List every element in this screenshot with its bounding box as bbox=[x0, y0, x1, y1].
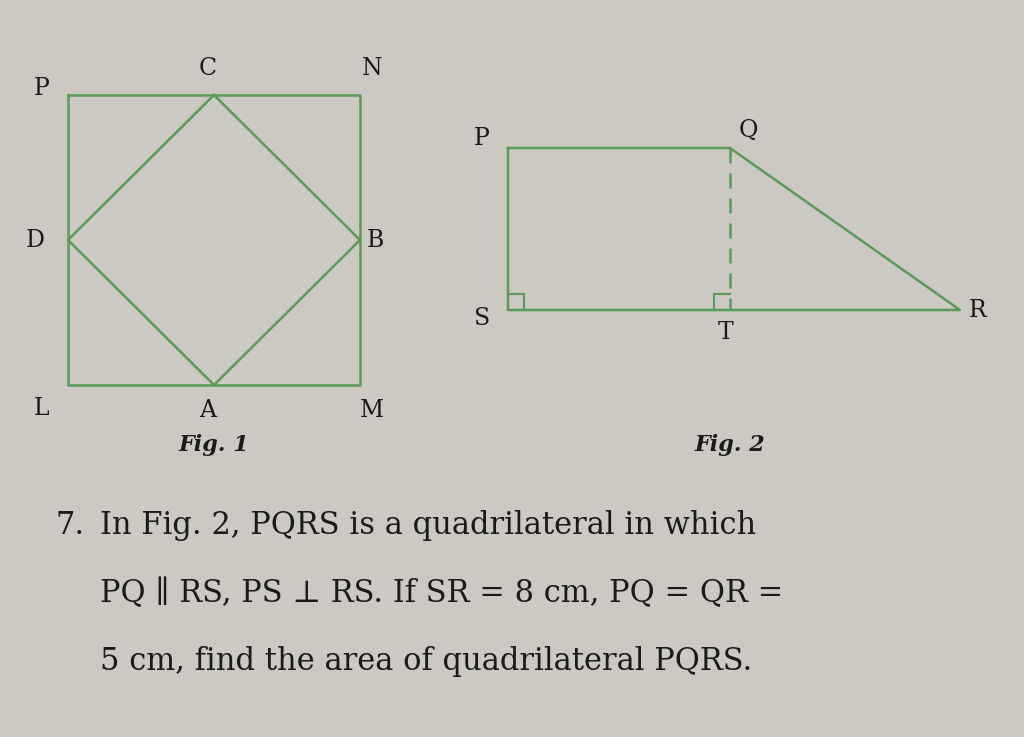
Text: B: B bbox=[367, 228, 384, 251]
Text: P: P bbox=[34, 77, 50, 99]
Text: C: C bbox=[199, 57, 217, 80]
Text: Fig. 2: Fig. 2 bbox=[694, 434, 765, 456]
Text: N: N bbox=[361, 57, 382, 80]
Text: A: A bbox=[200, 399, 216, 422]
Text: PQ ∥ RS, PS ⊥ RS. If SR = 8 cm, PQ = QR =: PQ ∥ RS, PS ⊥ RS. If SR = 8 cm, PQ = QR … bbox=[100, 578, 783, 609]
Text: 7.: 7. bbox=[55, 510, 84, 541]
Text: P: P bbox=[474, 127, 489, 150]
Text: D: D bbox=[26, 228, 44, 251]
Text: In Fig. 2, PQRS is a quadrilateral in which: In Fig. 2, PQRS is a quadrilateral in wh… bbox=[100, 510, 757, 541]
Text: Fig. 1: Fig. 1 bbox=[178, 434, 250, 456]
Text: 5 cm, find the area of quadrilateral PQRS.: 5 cm, find the area of quadrilateral PQR… bbox=[100, 646, 753, 677]
Text: S: S bbox=[474, 307, 490, 329]
Text: R: R bbox=[969, 298, 987, 321]
Text: L: L bbox=[34, 397, 50, 419]
Text: Q: Q bbox=[738, 119, 758, 142]
Text: M: M bbox=[359, 399, 384, 422]
Text: T: T bbox=[718, 321, 734, 343]
